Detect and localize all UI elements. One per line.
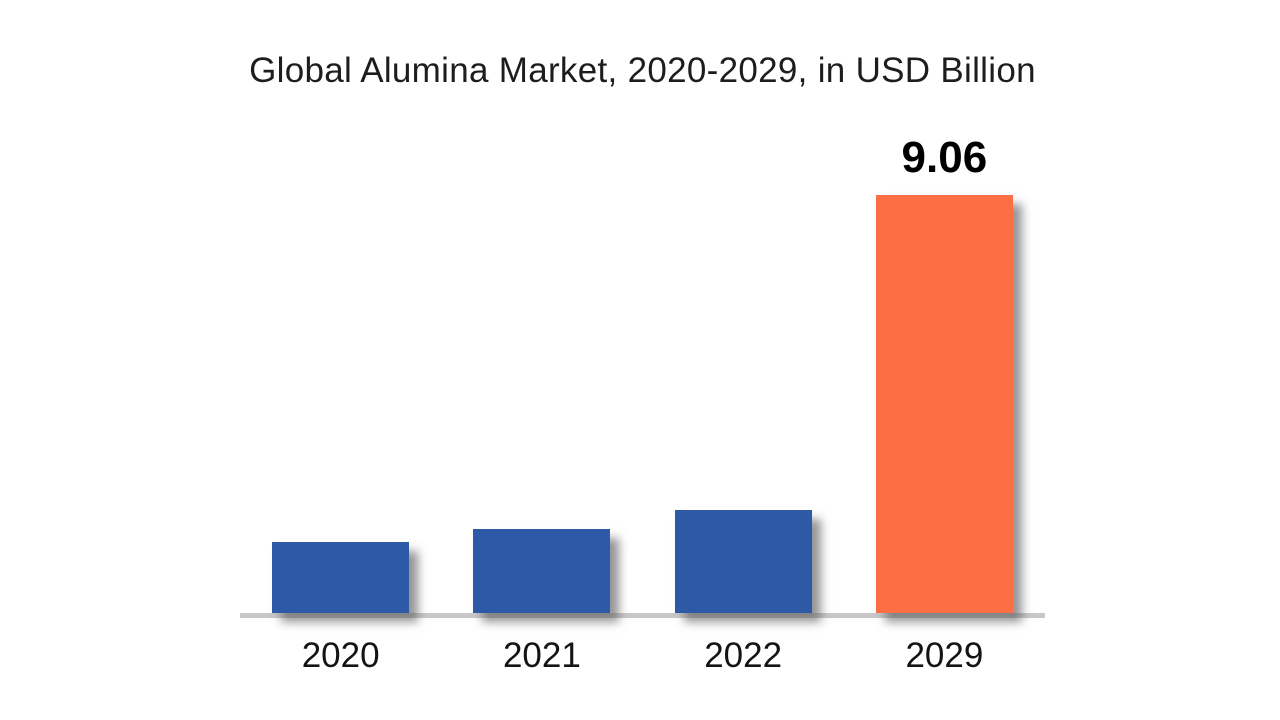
bar-2029 (875, 195, 1013, 613)
x-axis-label-2029: 2029 (905, 636, 984, 675)
bar-2021 (473, 529, 611, 613)
chart-title: Global Alumina Market, 2020-2029, in USD… (249, 51, 1036, 90)
bar-2020 (272, 542, 410, 613)
bar-slot-2022 (643, 195, 844, 613)
x-axis-line (240, 613, 1045, 618)
x-axis-label-2020: 2020 (301, 636, 380, 675)
bar-slot-2029: 9.06 (844, 136, 1045, 613)
bars: 9.06 (240, 136, 1045, 613)
bar-slot-2020 (240, 195, 441, 613)
x-axis-labels: 2020 2021 2022 2029 (240, 636, 1045, 676)
bar-slot-2021 (441, 195, 642, 613)
x-axis-label-2022: 2022 (704, 636, 783, 675)
bar-value-label-2029: 9.06 (901, 133, 988, 182)
bar-2022 (674, 510, 812, 613)
x-axis-label-2021: 2021 (502, 636, 581, 675)
plot-area: 9.06 2020 2021 2022 2029 (240, 136, 1045, 675)
